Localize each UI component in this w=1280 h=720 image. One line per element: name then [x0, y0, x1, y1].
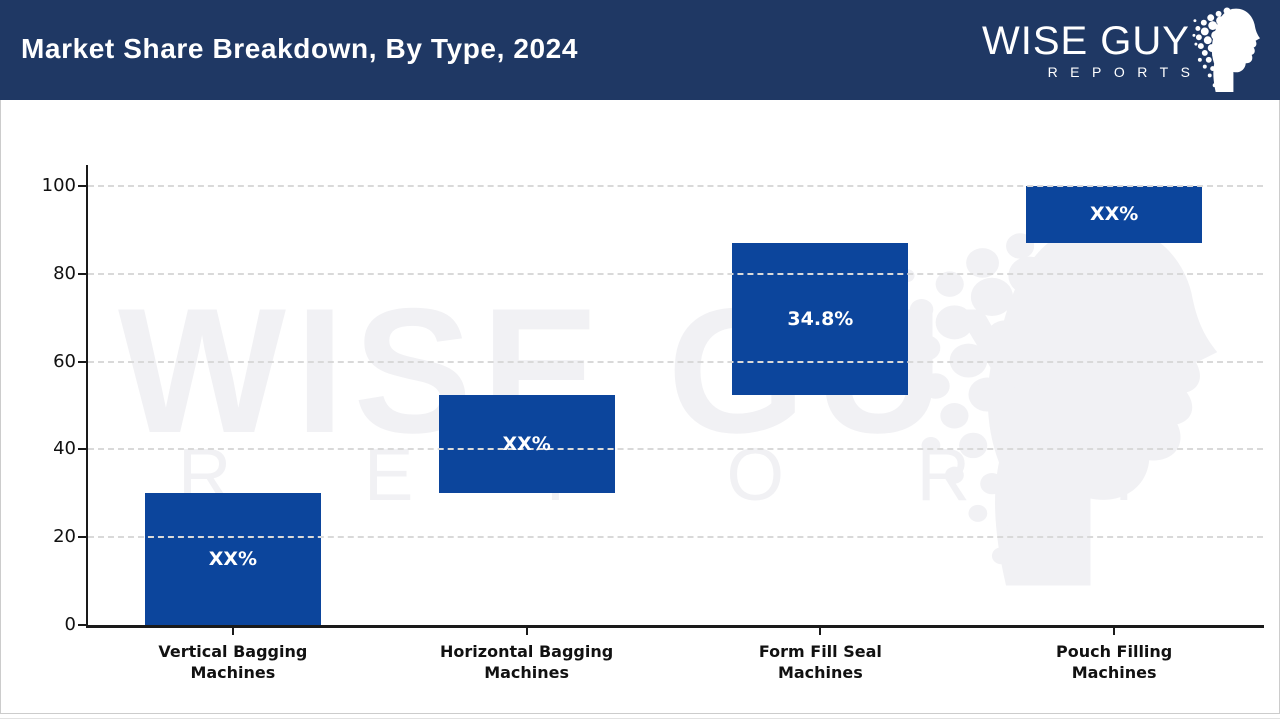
- x-category-label-line: Vertical Bagging: [158, 642, 308, 661]
- brand-head-icon: [1192, 7, 1261, 93]
- y-tick-label-0: 0: [64, 614, 76, 635]
- y-tick-label-80: 80: [53, 262, 76, 284]
- gridline-40: [88, 448, 1263, 451]
- x-category-label-line: Machines: [484, 663, 570, 682]
- bar-pouch-filling-machines: [1026, 186, 1203, 243]
- x-category-label-line: Machines: [190, 663, 276, 682]
- card-bottom-edge: [0, 718, 1280, 719]
- gridline-100: [88, 185, 1263, 187]
- x-category-label-line: Form Fill Seal: [758, 642, 882, 661]
- x-tick-mark-vertical-bagging-machines: [231, 627, 234, 635]
- brand-logo-text: WISE GUY REPORTS: [982, 21, 1190, 80]
- x-category-label-line: Machines: [777, 663, 863, 682]
- y-tick-label-20: 20: [53, 526, 76, 548]
- y-tick-label-40: 40: [53, 438, 76, 460]
- y-tick-mark-100: [78, 185, 86, 187]
- bar-horizontal-bagging-machines: [438, 395, 615, 494]
- bar-value-label-vertical-bagging-machines: XX%: [208, 548, 258, 571]
- x-category-label-vertical-bagging-machines: Vertical Bagging Machines: [93, 641, 373, 683]
- y-tick-mark-20: [78, 536, 86, 539]
- x-category-label-line: Horizontal Bagging: [440, 642, 614, 661]
- y-tick-mark-60: [78, 360, 86, 363]
- brand-logo-name: WISE GUY: [981, 19, 1190, 63]
- header-band: Market Share Breakdown, By Type, 2024 WI…: [0, 0, 1280, 100]
- x-tick-mark-pouch-filling-machines: [1113, 627, 1116, 635]
- x-category-label-line: Machines: [1071, 663, 1157, 682]
- gridline-60: [88, 360, 1263, 363]
- y-tick-mark-40: [78, 448, 86, 451]
- brand-logo-sub: REPORTS: [1047, 64, 1203, 80]
- x-category-label-pouch-filling-machines: Pouch Filling Machines: [974, 641, 1254, 683]
- bar-vertical-bagging-machines: [144, 493, 321, 625]
- gridline-80: [88, 272, 1263, 275]
- x-category-label-horizontal-bagging-machines: Horizontal Bagging Machines: [387, 641, 667, 683]
- x-category-label-form-fill-seal-machines: Form Fill Seal Machines: [680, 641, 960, 683]
- y-axis-line: [86, 165, 88, 627]
- y-tick-mark-0: [78, 624, 86, 626]
- bar-value-label-pouch-filling-machines: XX%: [1089, 203, 1139, 226]
- y-tick-label-100: 100: [41, 175, 76, 196]
- x-axis-line: [86, 625, 1264, 628]
- y-tick-mark-80: [78, 272, 86, 275]
- x-tick-mark-horizontal-bagging-machines: [525, 627, 528, 635]
- x-category-label-line: Pouch Filling: [1055, 642, 1173, 661]
- bar-form-fill-seal-machines: [732, 242, 909, 396]
- x-tick-mark-form-fill-seal-machines: [819, 627, 822, 635]
- bar-value-label-form-fill-seal-machines: 34.8%: [787, 308, 854, 331]
- gridline-20: [88, 536, 1263, 539]
- y-tick-label-60: 60: [53, 350, 76, 372]
- bar-value-label-horizontal-bagging-machines: XX%: [502, 433, 551, 456]
- page-title: Market Share Breakdown, By Type, 2024: [21, 33, 579, 64]
